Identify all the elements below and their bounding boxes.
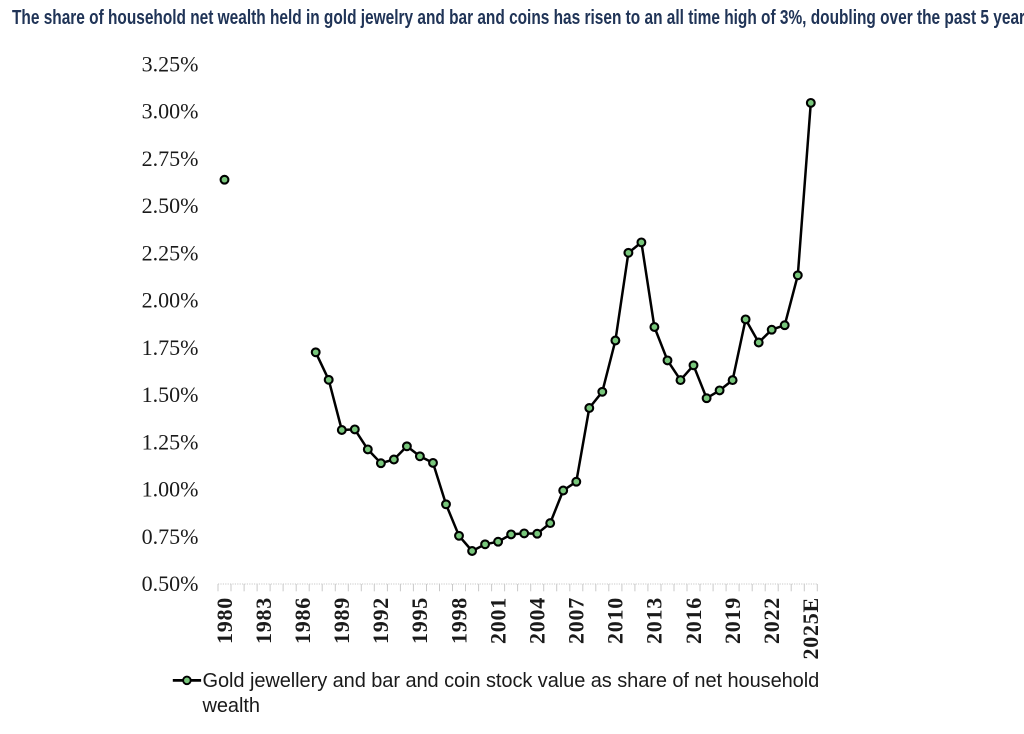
- svg-text:wealth: wealth: [202, 695, 260, 717]
- svg-text:2.00%: 2.00%: [142, 288, 199, 313]
- svg-text:1980: 1980: [212, 597, 237, 644]
- svg-text:1995: 1995: [407, 597, 432, 644]
- svg-text:2025E: 2025E: [798, 597, 823, 659]
- svg-text:3.00%: 3.00%: [142, 99, 199, 124]
- svg-text:1983: 1983: [251, 597, 276, 644]
- svg-text:1.75%: 1.75%: [142, 335, 199, 360]
- svg-text:2019: 2019: [720, 597, 745, 644]
- svg-text:1.50%: 1.50%: [142, 382, 199, 407]
- svg-text:2.25%: 2.25%: [142, 240, 199, 265]
- svg-text:1989: 1989: [329, 597, 354, 644]
- svg-text:1.00%: 1.00%: [142, 477, 199, 502]
- svg-text:2022: 2022: [759, 597, 784, 644]
- svg-text:3.25%: 3.25%: [142, 51, 199, 76]
- svg-text:1.25%: 1.25%: [142, 429, 199, 454]
- svg-text:1998: 1998: [446, 597, 471, 644]
- svg-text:2010: 2010: [603, 597, 628, 644]
- svg-text:1992: 1992: [368, 597, 393, 644]
- svg-text:0.50%: 0.50%: [142, 571, 199, 596]
- svg-text:2001: 2001: [485, 597, 510, 644]
- svg-text:1986: 1986: [290, 597, 315, 644]
- svg-text:Gold jewellery and bar and coi: Gold jewellery and bar and coin stock va…: [203, 670, 820, 692]
- svg-text:2016: 2016: [681, 597, 706, 644]
- svg-text:0.75%: 0.75%: [142, 524, 199, 549]
- svg-text:2.50%: 2.50%: [142, 193, 199, 218]
- svg-text:2004: 2004: [525, 597, 550, 644]
- svg-text:2013: 2013: [642, 597, 667, 644]
- svg-text:2007: 2007: [564, 597, 589, 644]
- svg-text:2.75%: 2.75%: [142, 146, 199, 171]
